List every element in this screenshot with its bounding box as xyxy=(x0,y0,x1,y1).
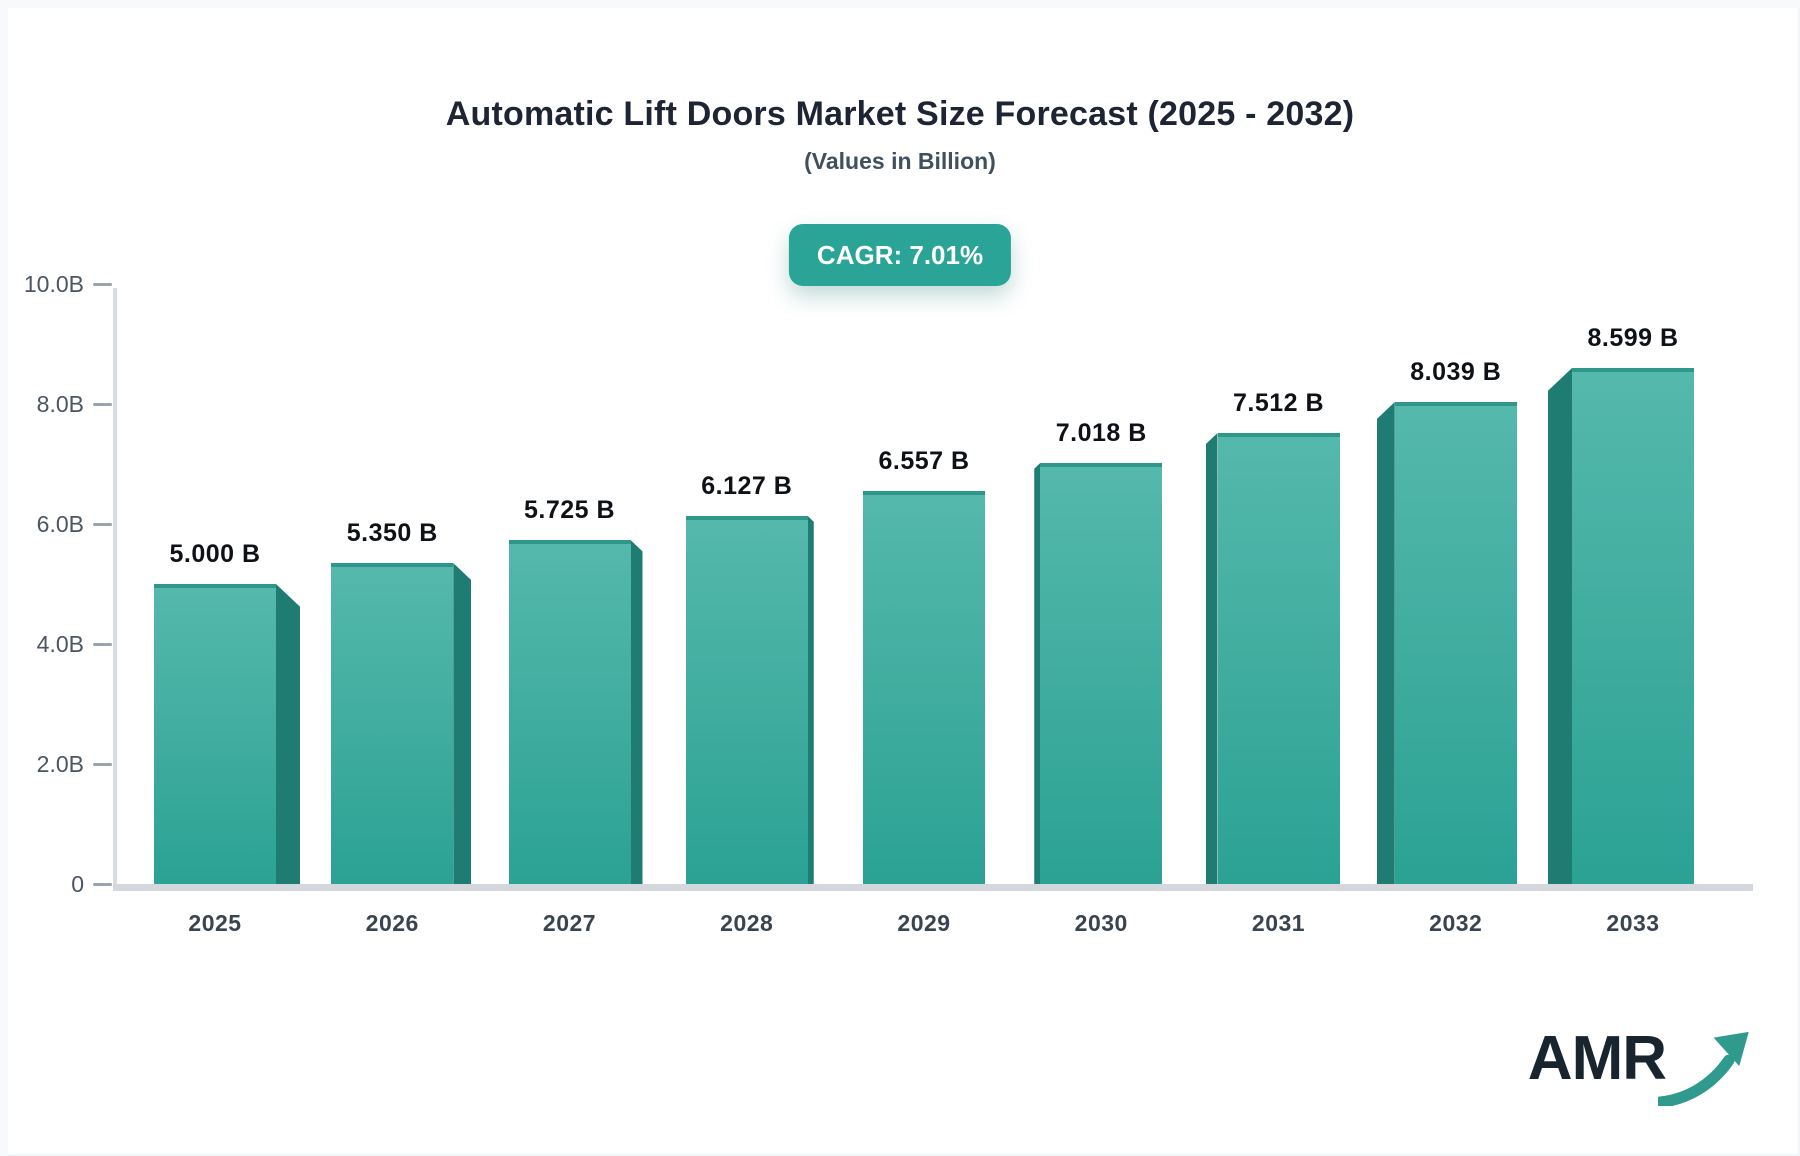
y-tick-mark xyxy=(93,763,112,766)
bar-2029 xyxy=(863,491,985,884)
bar-value-label: 5.350 B xyxy=(346,519,438,547)
x-axis-label-2033: 2033 xyxy=(1606,910,1660,936)
bar-side-3d xyxy=(1376,402,1395,884)
bar-value-label: 7.512 B xyxy=(1232,389,1325,417)
bar-value-label: 6.557 B xyxy=(878,447,970,475)
bar-2033 xyxy=(1572,368,1694,884)
bar-side-3d xyxy=(276,584,300,884)
x-axis-label-2030: 2030 xyxy=(1074,910,1128,936)
y-tick-mark xyxy=(93,283,112,286)
bar-side-3d xyxy=(1034,463,1041,884)
bar-side-3d xyxy=(1205,433,1218,884)
bar-side-3d xyxy=(453,563,472,884)
bar-side-3d xyxy=(1548,368,1572,884)
y-tick-mark xyxy=(93,643,112,646)
bar-2031 xyxy=(1217,433,1340,884)
y-tick-mark xyxy=(93,523,112,526)
x-axis-label-2025: 2025 xyxy=(188,910,242,936)
bar-value-label: 8.039 B xyxy=(1410,358,1502,386)
bar-2032 xyxy=(1394,402,1517,884)
y-tick-label-8.0B: 8.0B xyxy=(36,391,84,417)
y-axis-line xyxy=(113,288,117,888)
chart-title: Automatic Lift Doors Market Size Forecas… xyxy=(445,95,1355,133)
bar-2027 xyxy=(508,540,631,884)
bar-side-3d xyxy=(807,516,814,884)
y-tick-label-2.0B: 2.0B xyxy=(36,751,84,777)
chart-subtitle: (Values in Billion) xyxy=(804,148,996,174)
growth-arrow-icon xyxy=(1658,1031,1749,1106)
bar-2028 xyxy=(685,516,808,884)
bar-value-label: 5.725 B xyxy=(523,496,616,524)
y-tick-label-10.0B: 10.0B xyxy=(23,271,84,297)
bar-value-label: 7.018 B xyxy=(1055,419,1147,447)
y-tick-label-0: 0 xyxy=(71,871,84,897)
x-axis-label-2026: 2026 xyxy=(365,910,419,936)
y-tick-label-4.0B: 4.0B xyxy=(36,631,84,657)
y-tick-mark xyxy=(93,883,112,886)
bar-value-label: 6.127 B xyxy=(701,472,793,500)
y-tick-mark xyxy=(93,403,112,406)
x-axis-label-2027: 2027 xyxy=(542,910,597,936)
x-axis-label-2032: 2032 xyxy=(1429,910,1483,936)
bar-2025 xyxy=(154,584,276,884)
bar-2030 xyxy=(1040,463,1163,884)
x-axis-label-2031: 2031 xyxy=(1251,910,1306,936)
bar-value-label: 8.599 B xyxy=(1587,324,1679,352)
cagr-badge: CAGR: 7.01% xyxy=(788,224,1012,286)
bar-2026 xyxy=(331,563,454,884)
x-axis-label-2028: 2028 xyxy=(720,910,774,936)
bar-side-3d xyxy=(630,540,643,884)
y-tick-label-6.0B: 6.0B xyxy=(36,511,84,537)
x-axis-label-2029: 2029 xyxy=(897,910,951,936)
bar-value-label: 5.000 B xyxy=(169,540,261,568)
amr-logo: AMR xyxy=(1528,1028,1754,1106)
amr-logo-text: AMR xyxy=(1527,1024,1667,1093)
x-axis-baseline xyxy=(113,884,1753,891)
